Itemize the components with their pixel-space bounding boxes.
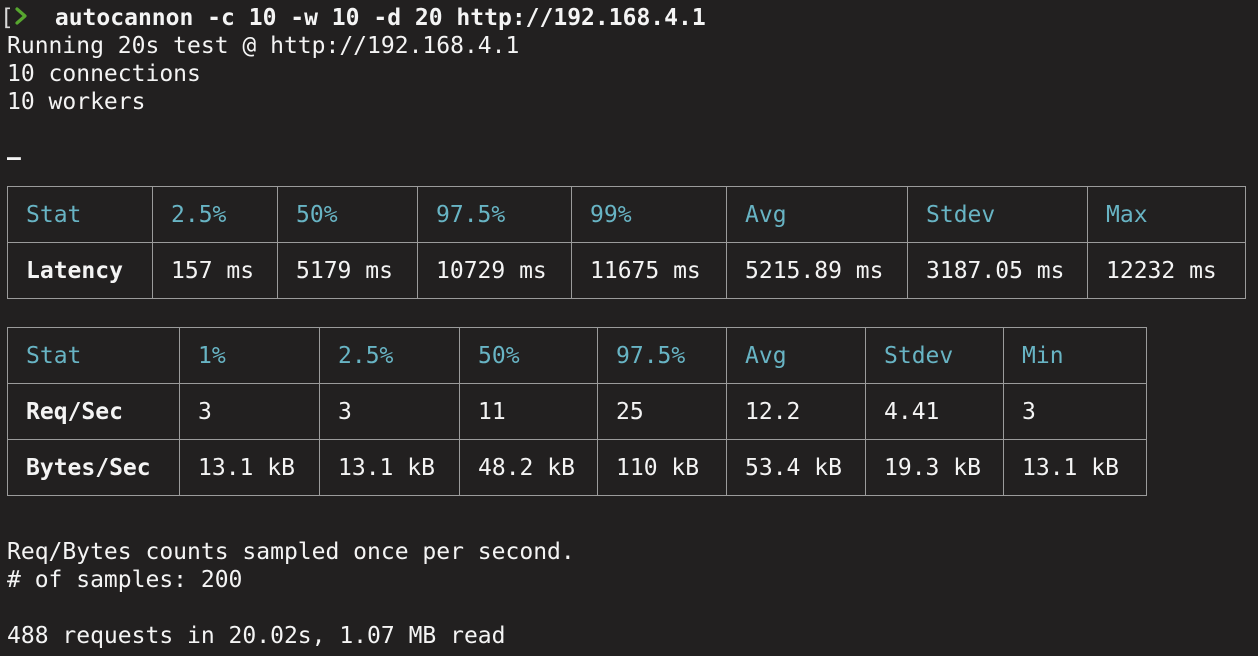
throughput-table-header-row: Stat 1% 2.5% 50% 97.5% Avg Stdev Min xyxy=(7,327,1147,384)
column-header: 2.5% xyxy=(319,327,460,384)
column-header: 97.5% xyxy=(417,186,572,243)
reqsec-row: Req/Sec 3 3 11 25 12.2 4.41 3 xyxy=(7,383,1147,440)
table-cell: 13.1 kB xyxy=(179,439,320,496)
table-cell: 3187.05 ms xyxy=(907,242,1088,299)
table-cell: 4.41 xyxy=(865,383,1004,440)
prompt-line: [ autocannon -c 10 -w 10 -d 20 http://19… xyxy=(0,4,1258,32)
table-cell: 48.2 kB xyxy=(459,439,598,496)
throughput-table: Stat 1% 2.5% 50% 97.5% Avg Stdev Min Req… xyxy=(7,327,1147,496)
progress-indicator: – xyxy=(7,145,21,171)
column-header: 2.5% xyxy=(152,186,278,243)
column-header: Stat xyxy=(7,186,153,243)
table-row-label: Req/Sec xyxy=(7,383,180,440)
table-cell: 12.2 xyxy=(726,383,866,440)
column-header: Stat xyxy=(7,327,180,384)
table-cell: 19.3 kB xyxy=(865,439,1004,496)
workers-line: 10 workers xyxy=(7,89,146,115)
table-cell: 13.1 kB xyxy=(319,439,460,496)
table-cell: 12232 ms xyxy=(1087,242,1246,299)
latency-table: Stat 2.5% 50% 97.5% 99% Avg Stdev Max La… xyxy=(7,186,1246,299)
request-summary: 488 requests in 20.02s, 1.07 MB read xyxy=(7,623,506,649)
command-text: autocannon -c 10 -w 10 -d 20 http://192.… xyxy=(54,5,706,31)
column-header: 50% xyxy=(277,186,418,243)
bytessec-row: Bytes/Sec 13.1 kB 13.1 kB 48.2 kB 110 kB… xyxy=(7,439,1147,496)
column-header: Max xyxy=(1087,186,1246,243)
table-cell: 11 xyxy=(459,383,598,440)
connections-line: 10 connections xyxy=(7,61,201,87)
summary-block: Req/Bytes counts sampled once per second… xyxy=(7,538,1258,650)
table-cell: 25 xyxy=(597,383,727,440)
table-cell: 11675 ms xyxy=(571,242,727,299)
table-row-label: Latency xyxy=(7,242,153,299)
column-header: 1% xyxy=(179,327,320,384)
column-header: Min xyxy=(1003,327,1147,384)
prompt-bracket: [ xyxy=(0,5,14,31)
latency-row: Latency 157 ms 5179 ms 10729 ms 11675 ms… xyxy=(7,242,1246,299)
prompt-chevron-icon xyxy=(14,4,28,32)
table-cell: 10729 ms xyxy=(417,242,572,299)
running-line: Running 20s test @ http://192.168.4.1 xyxy=(7,33,520,59)
blank-line xyxy=(7,594,1258,622)
column-header: 50% xyxy=(459,327,598,384)
samples-count: # of samples: 200 xyxy=(7,567,243,593)
latency-table-header-row: Stat 2.5% 50% 97.5% 99% Avg Stdev Max xyxy=(7,186,1246,243)
table-cell: 5179 ms xyxy=(277,242,418,299)
table-cell: 53.4 kB xyxy=(726,439,866,496)
table-row-label: Bytes/Sec xyxy=(7,439,180,496)
table-cell: 13.1 kB xyxy=(1003,439,1147,496)
column-header: Stdev xyxy=(865,327,1004,384)
table-cell: 3 xyxy=(179,383,320,440)
column-header: Avg xyxy=(726,327,866,384)
table-cell: 110 kB xyxy=(597,439,727,496)
column-header: 99% xyxy=(571,186,727,243)
sampling-note: Req/Bytes counts sampled once per second… xyxy=(7,539,575,565)
column-header: Stdev xyxy=(907,186,1088,243)
table-cell: 3 xyxy=(319,383,460,440)
table-cell: 157 ms xyxy=(152,242,278,299)
column-header: 97.5% xyxy=(597,327,727,384)
column-header: Avg xyxy=(726,186,908,243)
table-cell: 3 xyxy=(1003,383,1147,440)
blank-line xyxy=(7,116,1258,144)
table-cell: 5215.89 ms xyxy=(726,242,908,299)
